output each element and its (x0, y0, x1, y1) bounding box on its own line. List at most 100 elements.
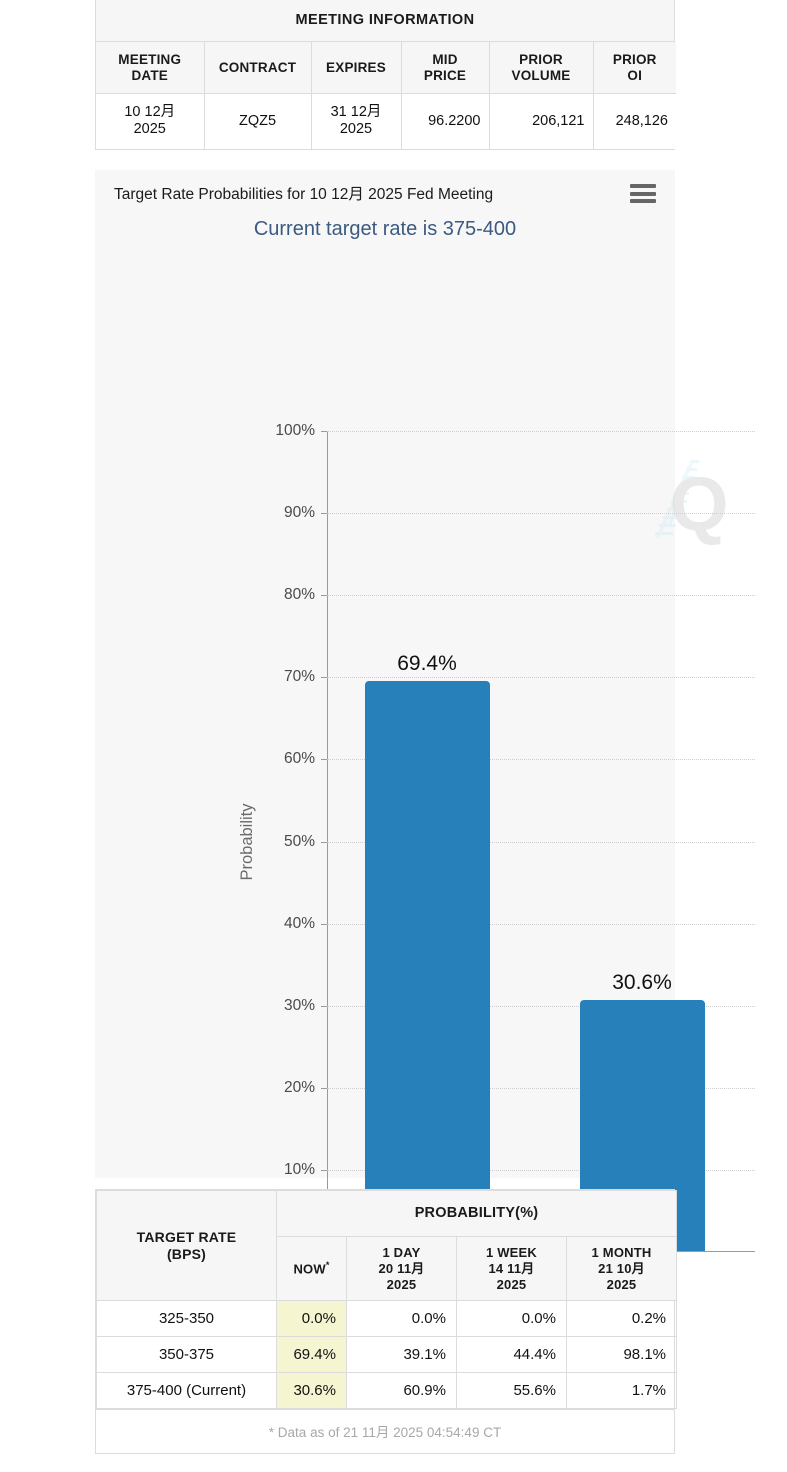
header-line-3: 2025 (496, 1276, 527, 1292)
header-line-1: 1 WEEK (485, 1245, 538, 1261)
table-row: 350-375 69.4% 39.1% 44.4% 98.1% (96, 1336, 678, 1374)
cell-1-week: 0.0% (456, 1300, 567, 1338)
probability-panel: TARGET RATE (BPS) PROBABILITY(%) NOW* 1 … (95, 1189, 678, 1455)
cell-target-rate: 325-350 (96, 1300, 277, 1338)
table-header-row-top: TARGET RATE (BPS) PROBABILITY(%) (96, 1189, 678, 1302)
plot-area: Probability 100% 90% 80% 70% 60% 50% (238, 422, 755, 1318)
y-tick-mark (321, 841, 327, 843)
data-as-of-footnote: * Data as of 21 11月 2025 04:54:49 CT (96, 1409, 674, 1454)
hamburger-bar (630, 199, 656, 203)
meeting-information-panel: MEETING INFORMATION MEETING DATE CONTRAC… (95, 0, 676, 150)
footnote-marker: * (325, 1260, 330, 1271)
cell-1-day: 0.0% (346, 1300, 457, 1338)
gridline (327, 677, 755, 679)
header-line-1: MEETING (118, 52, 182, 67)
cell-1-day: 60.9% (346, 1372, 457, 1410)
chart-title: Target Rate Probabilities for 10 12月 202… (114, 186, 494, 203)
column-header-mid-price: MID PRICE (401, 42, 490, 95)
y-tick-mark (321, 677, 327, 679)
hamburger-bar (630, 191, 656, 196)
cell-1-week: 44.4% (456, 1336, 567, 1374)
column-header-1-week: 1 WEEK 14 11月 2025 (456, 1236, 567, 1302)
bar-label-375-400: 30.6% (612, 970, 672, 994)
table-row: 375-400 (Current) 30.6% 60.9% 55.6% 1.7% (96, 1372, 678, 1410)
header-line-1: NOW (293, 1261, 326, 1277)
gridline (327, 595, 755, 597)
gridline (327, 1169, 755, 1171)
table-header-row-sub: NOW* 1 DAY 20 11月 2025 1 WEEK 14 11月 202… (97, 1236, 678, 1302)
y-tick-mark (321, 431, 327, 432)
gridline (327, 841, 755, 843)
hamburger-bar (630, 184, 656, 188)
cell-now: 69.4% (276, 1336, 347, 1374)
gridline (327, 431, 755, 432)
value-line-2: 2025 (339, 121, 373, 138)
chart-subtitle: Current target rate is 375-400 (253, 218, 517, 240)
cell-prior-oi: 248,126 (593, 93, 676, 149)
header-line-1: MID (432, 52, 458, 67)
y-tick-label: 10% (283, 1160, 315, 1178)
gridline (327, 759, 755, 761)
header-line-1: PRIOR (519, 52, 563, 67)
table-header-row: MEETING DATE CONTRACT EXPIRES MID PRICE (96, 42, 676, 95)
cell-1-month: 1.7% (565, 1372, 678, 1410)
cell-1-month: 0.2% (565, 1300, 678, 1338)
bar-label-350-375: 69.4% (397, 652, 457, 676)
column-header-contract: CONTRACT (204, 42, 312, 95)
column-header-prior-volume: PRIOR VOLUME (489, 42, 594, 95)
y-tick-mark (321, 759, 327, 761)
value-line-2: 2025 (133, 121, 166, 138)
y-tick-mark (321, 1087, 327, 1089)
y-tick-label: 80% (283, 586, 315, 604)
column-header-meeting-date: MEETING DATE (96, 42, 205, 95)
cell-mid-price: 96.2200 (401, 93, 490, 149)
column-header-now: NOW* (276, 1236, 347, 1302)
cell-1-day: 39.1% (346, 1336, 457, 1374)
cell-target-rate: 350-375 (96, 1336, 277, 1374)
header-line-3: 2025 (606, 1276, 637, 1292)
table-row: 10 12月 2025 ZQZ5 31 12月 2025 96.2200 206… (96, 93, 676, 149)
cell-meeting-date: 10 12月 2025 (96, 93, 205, 149)
header-line-2: DATE (131, 67, 169, 83)
y-tick-label: 50% (283, 832, 315, 850)
header-line-1: CONTRACT (218, 59, 297, 75)
probability-table: TARGET RATE (BPS) PROBABILITY(%) NOW* 1 … (96, 1189, 678, 1410)
meeting-information-table: MEETING DATE CONTRACT EXPIRES MID PRICE (96, 42, 676, 149)
chart-header: Target Rate Probabilities for 10 12月 202… (95, 170, 675, 212)
table-row: 325-350 0.0% 0.0% 0.0% 0.2% (96, 1300, 678, 1338)
column-header-1-month: 1 MONTH 21 10月 2025 (565, 1236, 678, 1302)
y-tick-label: 20% (283, 1078, 315, 1096)
gridline (327, 513, 755, 515)
cell-now: 30.6% (276, 1372, 347, 1410)
cell-1-month: 98.1% (565, 1336, 678, 1374)
value-line-1: 31 12月 (330, 104, 382, 121)
header-line-2: OI (627, 67, 643, 83)
column-header-target-rate: TARGET RATE (BPS) (96, 1189, 277, 1302)
column-header-probability: PROBABILITY(%) (275, 1189, 678, 1238)
chart-panel: Target Rate Probabilities for 10 12月 202… (95, 170, 755, 1318)
bar-350-375[interactable] (365, 681, 490, 1251)
column-header-1-day: 1 DAY 20 11月 2025 (346, 1236, 457, 1302)
gridline (327, 1087, 755, 1089)
header-line-1: PRIOR (612, 52, 657, 67)
y-tick-label: 40% (283, 914, 315, 932)
column-header-prior-oi: PRIOR OI (593, 42, 676, 95)
y-tick-mark (321, 1169, 327, 1171)
header-line-1: 1 MONTH (591, 1245, 652, 1261)
hamburger-menu-icon[interactable] (630, 184, 656, 203)
y-tick-label: 30% (283, 996, 315, 1014)
header-line-1: 1 DAY (382, 1245, 421, 1261)
header-line-2: (BPS) (166, 1245, 207, 1262)
header-line-2: PRICE (423, 67, 467, 83)
y-tick-mark (321, 1005, 327, 1007)
y-tick-label: 70% (283, 668, 315, 686)
gridline (327, 923, 755, 925)
header-line-2: 20 11月 (378, 1260, 425, 1276)
y-tick-label: 100% (275, 422, 315, 439)
y-tick-label: 60% (283, 750, 315, 768)
cell-1-week: 55.6% (456, 1372, 567, 1410)
cell-now: 0.0% (276, 1300, 347, 1338)
value-line-1: 10 12月 (124, 104, 176, 121)
y-axis-label: Probability (238, 802, 257, 881)
